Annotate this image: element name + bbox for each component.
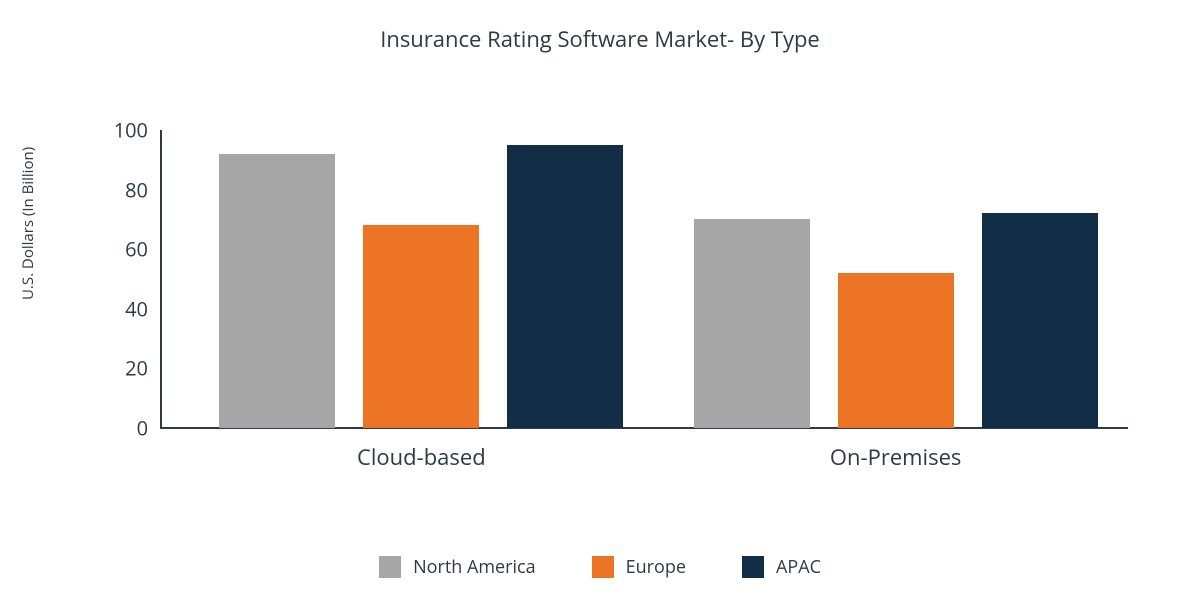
plot-area: 020406080100Cloud-basedOn-Premises: [160, 130, 1128, 428]
bar: [219, 154, 335, 428]
bar: [694, 219, 810, 428]
bar: [507, 145, 623, 428]
y-axis-label: U.S. Dollars (In Billion): [18, 147, 38, 300]
y-axis-line: [160, 130, 162, 428]
legend-label: APAC: [776, 555, 821, 579]
legend-item: North America: [379, 555, 536, 579]
y-tick-label: 20: [125, 355, 148, 382]
legend-item: Europe: [592, 555, 686, 579]
x-category-label: On-Premises: [830, 442, 962, 472]
y-tick-label: 40: [125, 295, 148, 322]
bar: [363, 225, 479, 428]
x-category-label: Cloud-based: [357, 442, 486, 472]
legend: North America Europe APAC: [0, 555, 1200, 579]
legend-swatch: [742, 556, 764, 578]
legend-swatch: [379, 556, 401, 578]
legend-label: North America: [413, 555, 536, 579]
bar: [838, 273, 954, 428]
y-tick-label: 0: [137, 415, 148, 442]
legend-item: APAC: [742, 555, 821, 579]
y-tick-label: 100: [114, 117, 148, 144]
y-tick-label: 80: [125, 176, 148, 203]
bar: [982, 213, 1098, 428]
chart-title: Insurance Rating Software Market- By Typ…: [0, 24, 1200, 54]
legend-label: Europe: [626, 555, 686, 579]
y-tick-label: 60: [125, 236, 148, 263]
chart-container: Insurance Rating Software Market- By Typ…: [0, 0, 1200, 613]
legend-swatch: [592, 556, 614, 578]
